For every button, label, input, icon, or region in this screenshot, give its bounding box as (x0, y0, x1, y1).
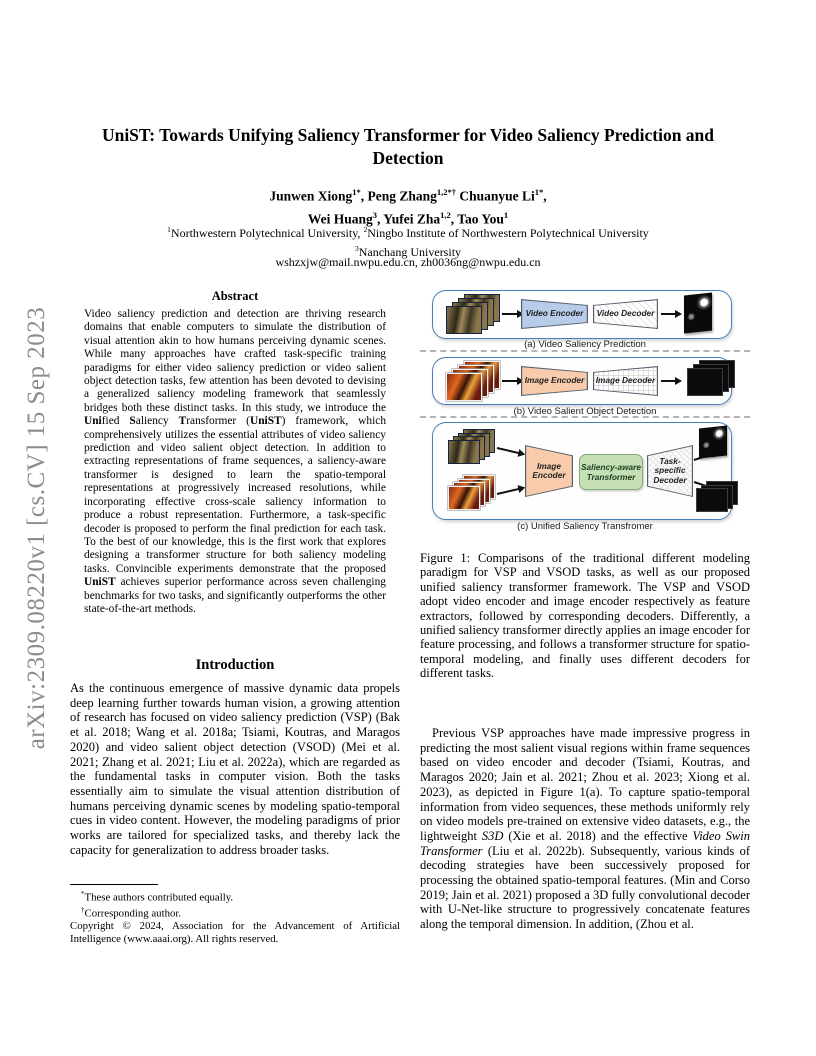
panel-divider (420, 350, 750, 352)
author-list: Junwen Xiong1*, Peng Zhang1,2*† Chuanyue… (60, 183, 756, 228)
arrow-icon (661, 309, 682, 319)
saliency-map-output (684, 292, 712, 334)
image-decoder-block: Image Decoder (593, 366, 658, 396)
arrow-icon (502, 376, 524, 386)
panel-divider (420, 416, 750, 418)
arxiv-watermark: arXiv:2309.08220v1 [cs.CV] 15 Sep 2023 (23, 306, 50, 750)
image-encoder-block: Image Encoder (521, 366, 588, 396)
video-encoder-block: Video Encoder (521, 299, 588, 329)
introduction-paragraph: As the continuous emergence of massive d… (70, 681, 400, 857)
saliency-aware-transformer-block: Saliency-aware Transformer (579, 454, 643, 490)
author-emails: wshzxjw@mail.nwpu.edu.cn, zh0036ng@nwpu.… (275, 255, 541, 269)
abstract-heading: Abstract (211, 289, 259, 303)
arrow-icon (496, 487, 520, 496)
arrow-icon (661, 376, 682, 386)
video-frames-stack (448, 429, 495, 464)
video-frames-stack (446, 294, 500, 334)
footnotes: *These authors contributed equally. †Cor… (70, 888, 400, 946)
video-frames-stack (446, 361, 500, 401)
affiliation-line-2: 3Nanchang University (354, 244, 462, 259)
footnote-copyright: Copyright © 2024, Association for the Ad… (70, 920, 400, 945)
paper-title-line2: Detection (372, 148, 444, 168)
video-frames-stack (448, 475, 495, 510)
paper-title-line1: UniST: Towards Unifying Saliency Transfo… (101, 125, 715, 145)
panel-a-video-saliency-prediction: Video Encoder Video Decoder (432, 290, 732, 339)
affiliations: 1Northwestern Polytechnical University, … (60, 222, 756, 260)
object-mask-output (681, 360, 735, 400)
saliency-map-output (699, 425, 727, 459)
footnote-corresponding-author: †Corresponding author. (81, 906, 182, 920)
task-specific-decoder-block: Task-specific Decoder (647, 445, 693, 497)
panel-c-unified-saliency-transformer: Image Encoder Saliency-aware Transformer… (432, 422, 738, 520)
footnote-equal-contribution: *These authors contributed equally. (81, 890, 234, 904)
abstract-text: Video saliency prediction and detection … (84, 308, 387, 615)
author-line-1: Junwen Xiong1*, Peng Zhang1,2*† Chuanyue… (269, 187, 547, 204)
figure-1: Video Encoder Video Decoder (a) Video Sa… (420, 283, 750, 545)
paper-title: UniST: Towards Unifying Saliency Transfo… (60, 124, 756, 170)
image-encoder-block: Image Encoder (525, 445, 573, 497)
introduction-heading: Introduction (195, 657, 275, 673)
panel-b-video-salient-object-detection: Image Encoder Image Decoder (432, 357, 735, 405)
right-column-paragraph: Previous VSP approaches have made impres… (420, 726, 750, 932)
author-line-2: Wei Huang3, Yufei Zha1,2, Tao You1 (307, 209, 509, 227)
video-decoder-block: Video Decoder (593, 299, 658, 329)
arrow-icon (496, 447, 520, 455)
panel-a-label: (a) Video Saliency Prediction (524, 339, 646, 350)
affiliation-line-1: 1Northwestern Polytechnical University, … (167, 225, 649, 240)
figure-1-caption: Figure 1: Comparisons of the traditional… (420, 551, 750, 681)
panel-b-label: (b) Video Salient Object Detection (513, 406, 657, 417)
object-mask-output (691, 481, 738, 515)
panel-c-label: (c) Unified Saliency Transfromer (517, 521, 653, 532)
footnote-rule (70, 884, 158, 885)
arrow-icon (502, 309, 524, 319)
